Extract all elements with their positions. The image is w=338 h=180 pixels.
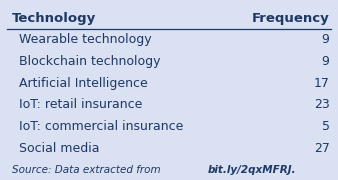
Text: Frequency: Frequency [252,12,330,25]
Text: 9: 9 [322,33,330,46]
Text: Technology: Technology [12,12,96,25]
Text: 9: 9 [322,55,330,68]
Text: Social media: Social media [19,142,99,155]
Text: IoT: retail insurance: IoT: retail insurance [19,98,142,111]
Text: Wearable technology: Wearable technology [19,33,151,46]
Text: Artificial Intelligence: Artificial Intelligence [19,77,147,90]
Text: Blockchain technology: Blockchain technology [19,55,160,68]
Text: 23: 23 [314,98,330,111]
Text: IoT: commercial insurance: IoT: commercial insurance [19,120,183,133]
Text: Source: Data extracted from: Source: Data extracted from [12,165,164,175]
Text: 27: 27 [314,142,330,155]
Text: bit.ly/2qxMFRJ.: bit.ly/2qxMFRJ. [208,165,296,175]
Text: 5: 5 [321,120,330,133]
Text: 17: 17 [314,77,330,90]
